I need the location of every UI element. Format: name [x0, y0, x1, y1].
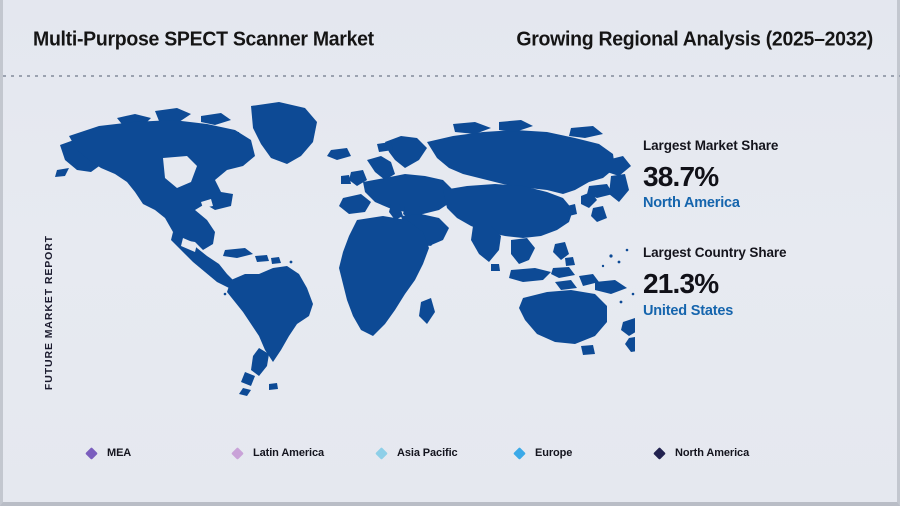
legend-label: North America [675, 447, 750, 459]
header: Multi-Purpose SPECT Scanner Market Growi… [3, 0, 900, 77]
stat-block-market-share: Largest Market Share 38.7% North America [643, 138, 883, 211]
legend-item-asia-pacific: Asia Pacific [375, 446, 458, 460]
legend-item-latin-america: Latin America [231, 446, 325, 460]
legend-item-europe: Europe [513, 446, 573, 460]
page-subtitle: Growing Regional Analysis (2025–2032) [516, 28, 873, 51]
page-title: Multi-Purpose SPECT Scanner Market [33, 28, 374, 51]
legend-diamond-icon [231, 446, 244, 460]
legend-label: Latin America [253, 447, 325, 459]
stat-region: North America [643, 195, 740, 212]
world-map [55, 98, 635, 398]
stat-region: United States [643, 302, 734, 319]
header-divider [3, 75, 900, 77]
legend-diamond-icon [513, 446, 526, 460]
stat-label: Largest Country Share [643, 245, 787, 261]
legend-label: Europe [535, 447, 573, 459]
stat-label: Largest Market Share [643, 138, 779, 153]
legend-diamond-icon [375, 446, 388, 460]
map-legend: MEA Latin America Asia Pacific Europe No… [85, 446, 827, 467]
legend-item-mea: MEA [85, 446, 132, 460]
world-map-icon [55, 102, 635, 396]
stats-panel: Largest Market Share 38.7% North America… [643, 138, 883, 353]
stat-block-country-share: Largest Country Share 21.3% United State… [643, 245, 883, 318]
stat-value: 38.7% [643, 161, 719, 192]
legend-item-north-america: North America [653, 446, 750, 460]
brand-watermark-label: FUTURE MARKET REPORT [43, 235, 55, 391]
legend-diamond-icon [85, 446, 98, 460]
legend-diamond-icon [653, 446, 666, 460]
legend-label: MEA [107, 447, 132, 459]
stat-value: 21.3% [643, 268, 719, 300]
legend-label: Asia Pacific [397, 447, 458, 459]
